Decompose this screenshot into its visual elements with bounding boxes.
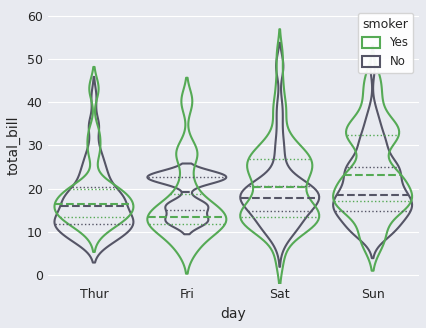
Legend: Yes, No: Yes, No	[357, 13, 413, 73]
X-axis label: day: day	[220, 307, 246, 321]
Y-axis label: total_bill: total_bill	[7, 115, 21, 175]
